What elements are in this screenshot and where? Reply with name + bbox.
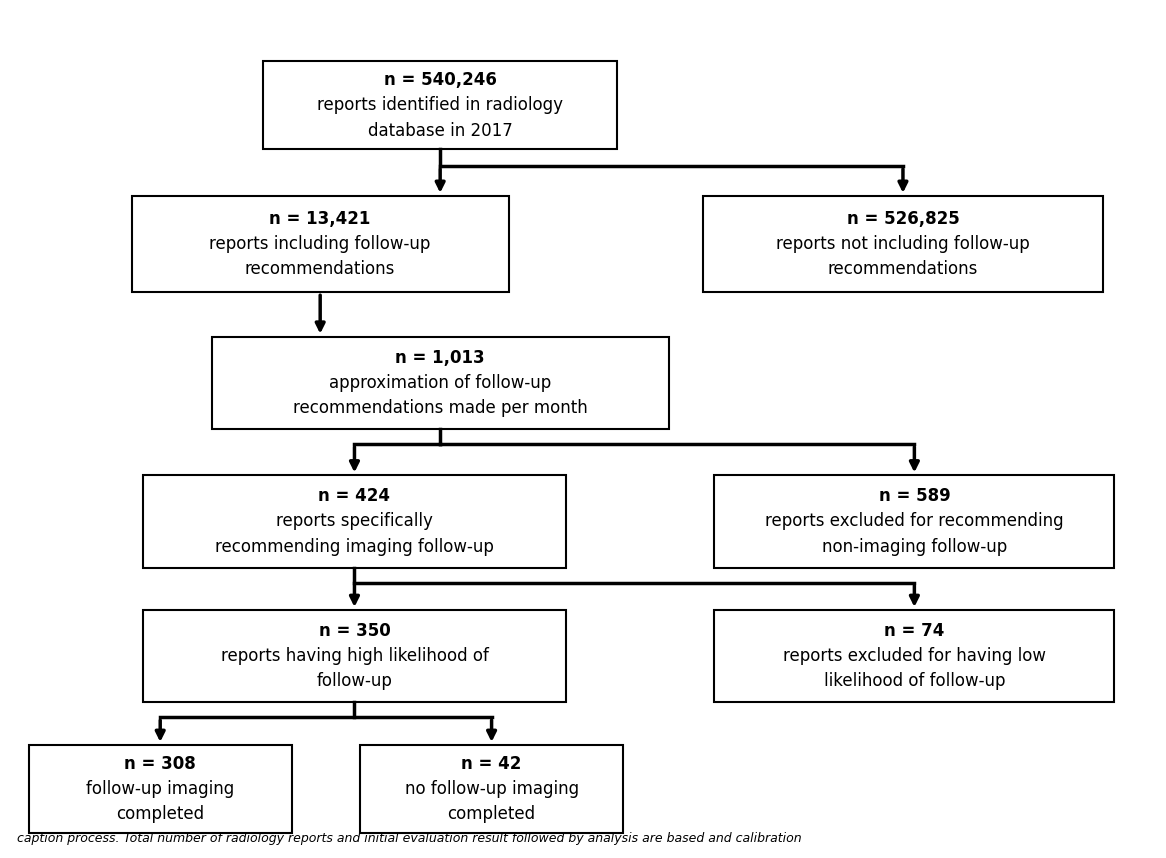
Text: reports excluded for having low: reports excluded for having low [782, 647, 1046, 665]
Text: n = 526,825: n = 526,825 [847, 210, 960, 227]
Bar [703, 196, 1103, 293]
Text: n = 13,421: n = 13,421 [269, 210, 371, 227]
Text: reports not including follow-up: reports not including follow-up [777, 235, 1030, 253]
Text: reports identified in radiology: reports identified in radiology [317, 96, 563, 114]
Bar [211, 336, 668, 429]
Text: recommendations: recommendations [828, 260, 978, 278]
Text: no follow-up imaging: no follow-up imaging [405, 780, 578, 798]
Text: non-imaging follow-up: non-imaging follow-up [822, 538, 1007, 556]
Text: recommendations: recommendations [245, 260, 395, 278]
Text: database in 2017: database in 2017 [367, 122, 513, 140]
Text: likelihood of follow-up: likelihood of follow-up [823, 673, 1005, 690]
Text: n = 424: n = 424 [318, 487, 391, 505]
Bar [715, 610, 1115, 702]
Text: reports including follow-up: reports including follow-up [210, 235, 431, 253]
Bar [29, 745, 292, 833]
Text: n = 1,013: n = 1,013 [395, 348, 485, 366]
Text: caption process. Total number of radiology reports and initial evaluation result: caption process. Total number of radiolo… [17, 832, 802, 845]
Text: n = 350: n = 350 [318, 622, 391, 640]
Bar [360, 745, 623, 833]
Text: reports specifically: reports specifically [276, 512, 433, 530]
Text: completed: completed [117, 805, 204, 823]
Text: n = 308: n = 308 [125, 755, 196, 773]
Bar [264, 61, 617, 149]
Text: recommendations made per month: recommendations made per month [293, 399, 588, 417]
Text: approximation of follow-up: approximation of follow-up [329, 374, 552, 392]
Bar [132, 196, 508, 293]
Text: follow-up: follow-up [316, 673, 393, 690]
Text: follow-up imaging: follow-up imaging [86, 780, 234, 798]
Text: reports excluded for recommending: reports excluded for recommending [765, 512, 1063, 530]
Bar [715, 475, 1115, 568]
Text: n = 589: n = 589 [878, 487, 950, 505]
Bar [143, 610, 566, 702]
Text: n = 42: n = 42 [462, 755, 521, 773]
Text: recommending imaging follow-up: recommending imaging follow-up [215, 538, 494, 556]
Text: n = 540,246: n = 540,246 [384, 71, 497, 89]
Text: completed: completed [448, 805, 535, 823]
Bar [143, 475, 566, 568]
Text: reports having high likelihood of: reports having high likelihood of [220, 647, 489, 665]
Text: n = 74: n = 74 [884, 622, 944, 640]
